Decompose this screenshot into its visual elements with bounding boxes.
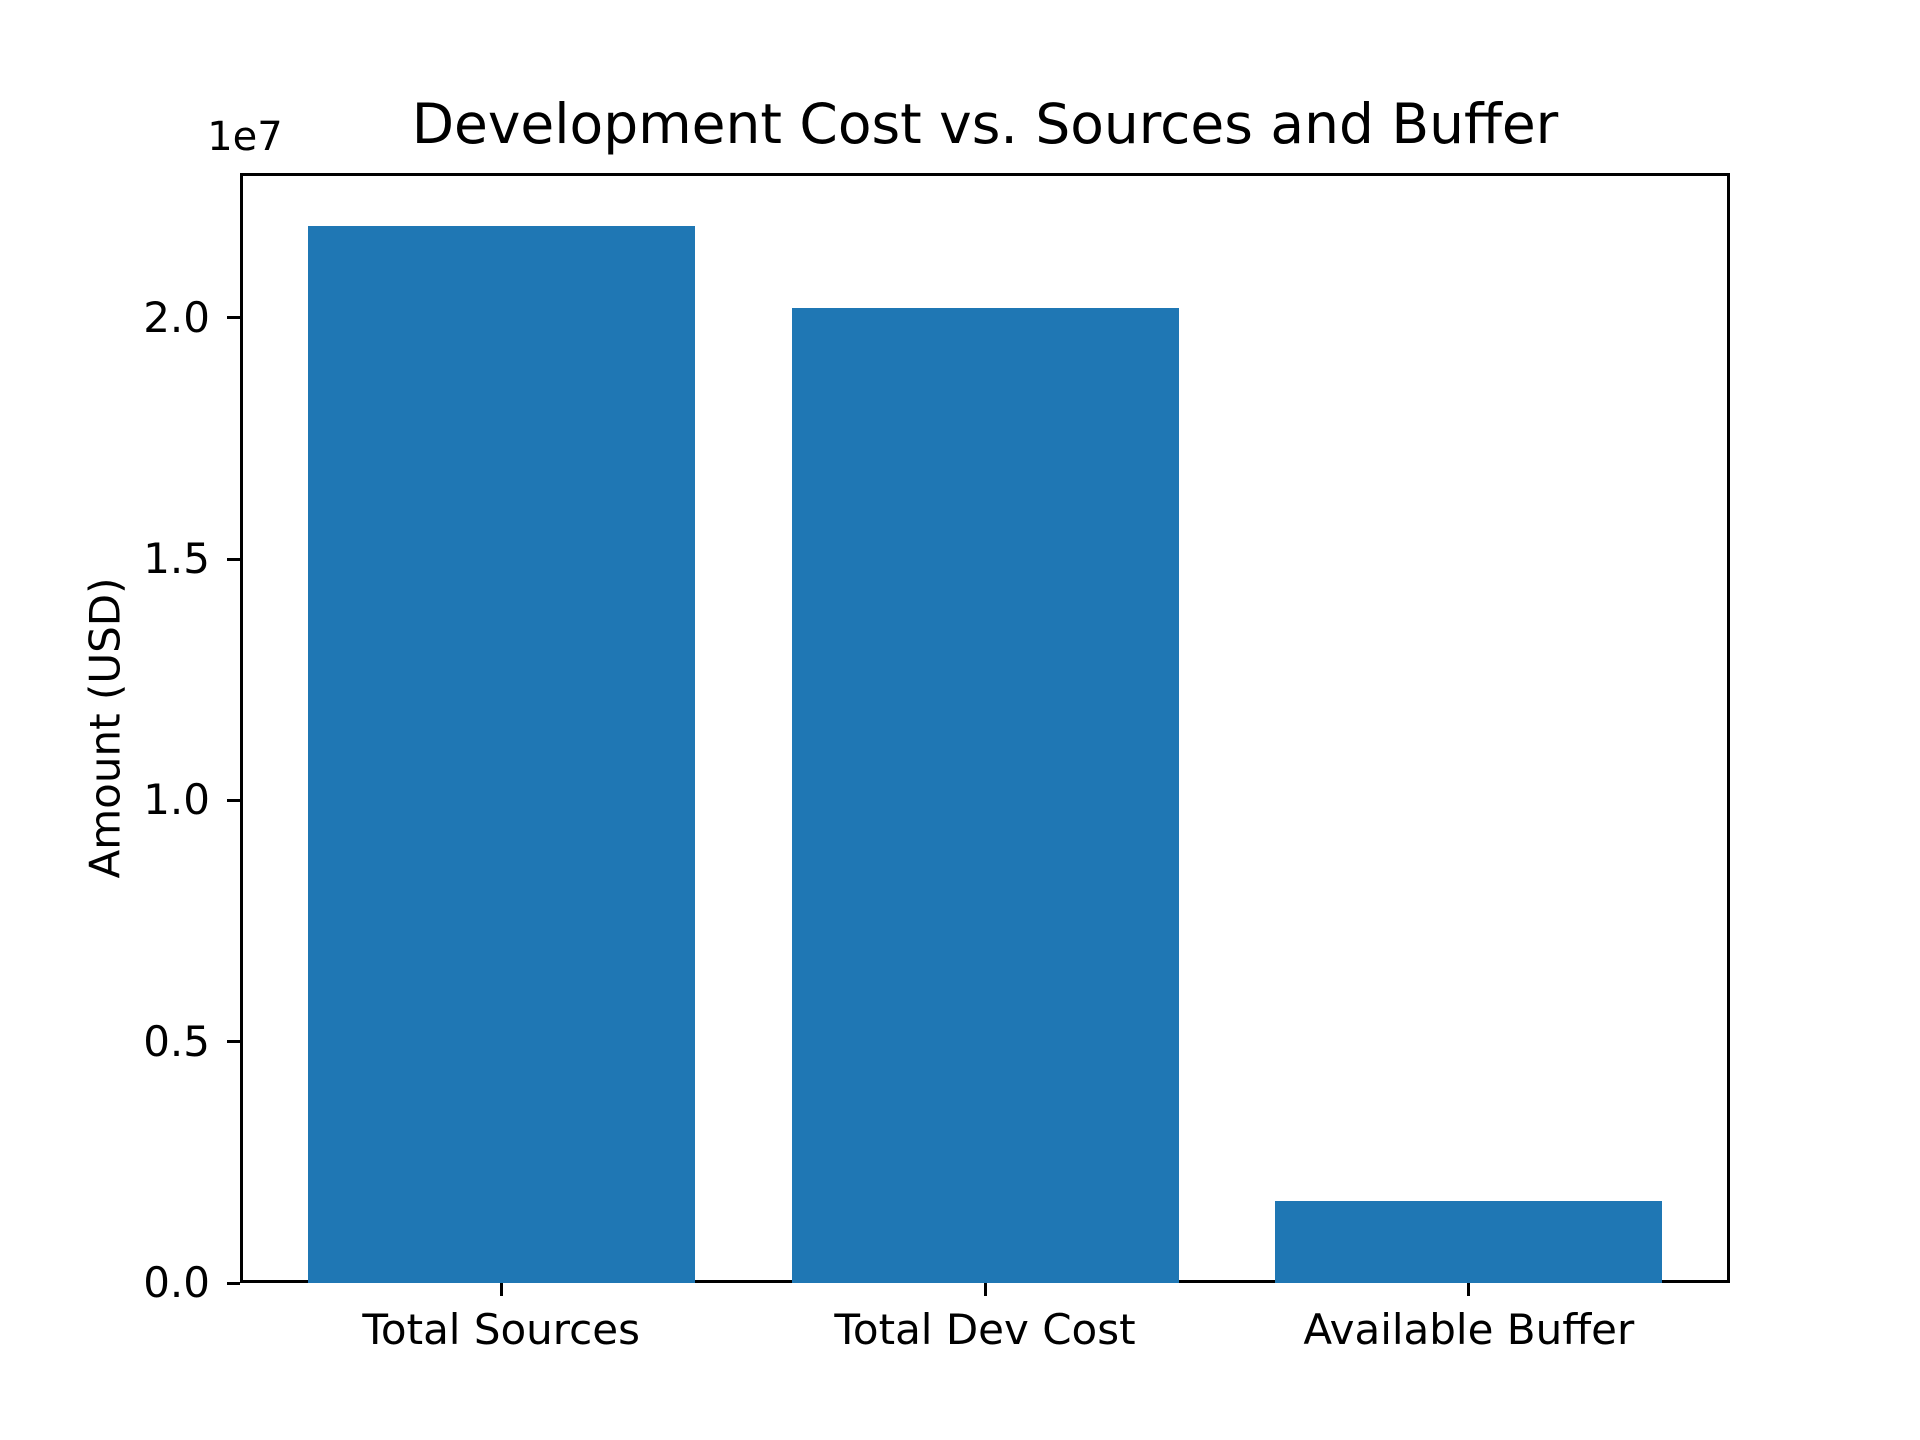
x-tick-label-total-dev-cost: Total Dev Cost: [834, 1305, 1136, 1354]
bars-layer: [240, 173, 1730, 1283]
x-tick-mark: [1467, 1283, 1471, 1296]
y-tick-label: 0.0: [143, 1258, 210, 1307]
y-tick-label: 1.0: [143, 775, 210, 825]
y-tick-label: 2.0: [143, 292, 210, 342]
x-tick-label-total-sources: Total Sources: [362, 1305, 640, 1354]
y-tick-mark: [227, 1040, 240, 1044]
y-tick-mark: [227, 1281, 240, 1285]
y-tick-mark: [227, 557, 240, 561]
y-tick-mark: [227, 798, 240, 802]
x-tick-mark: [983, 1283, 987, 1296]
y-tick-label: 1.5: [143, 534, 210, 584]
y-axis-offset-label: 1e7: [207, 114, 283, 160]
y-axis-label: Amount (USD): [80, 577, 130, 879]
bar-available-buffer: [1275, 1201, 1663, 1283]
x-tick-label-available-buffer: Available Buffer: [1303, 1305, 1635, 1354]
bar-total-sources: [307, 226, 695, 1283]
y-tick-label: 0.5: [143, 1016, 210, 1066]
y-tick-mark: [227, 316, 240, 320]
x-tick-mark: [499, 1283, 503, 1296]
chart-title: Development Cost vs. Sources and Buffer: [411, 92, 1559, 156]
bar-total-dev-cost: [791, 308, 1179, 1283]
